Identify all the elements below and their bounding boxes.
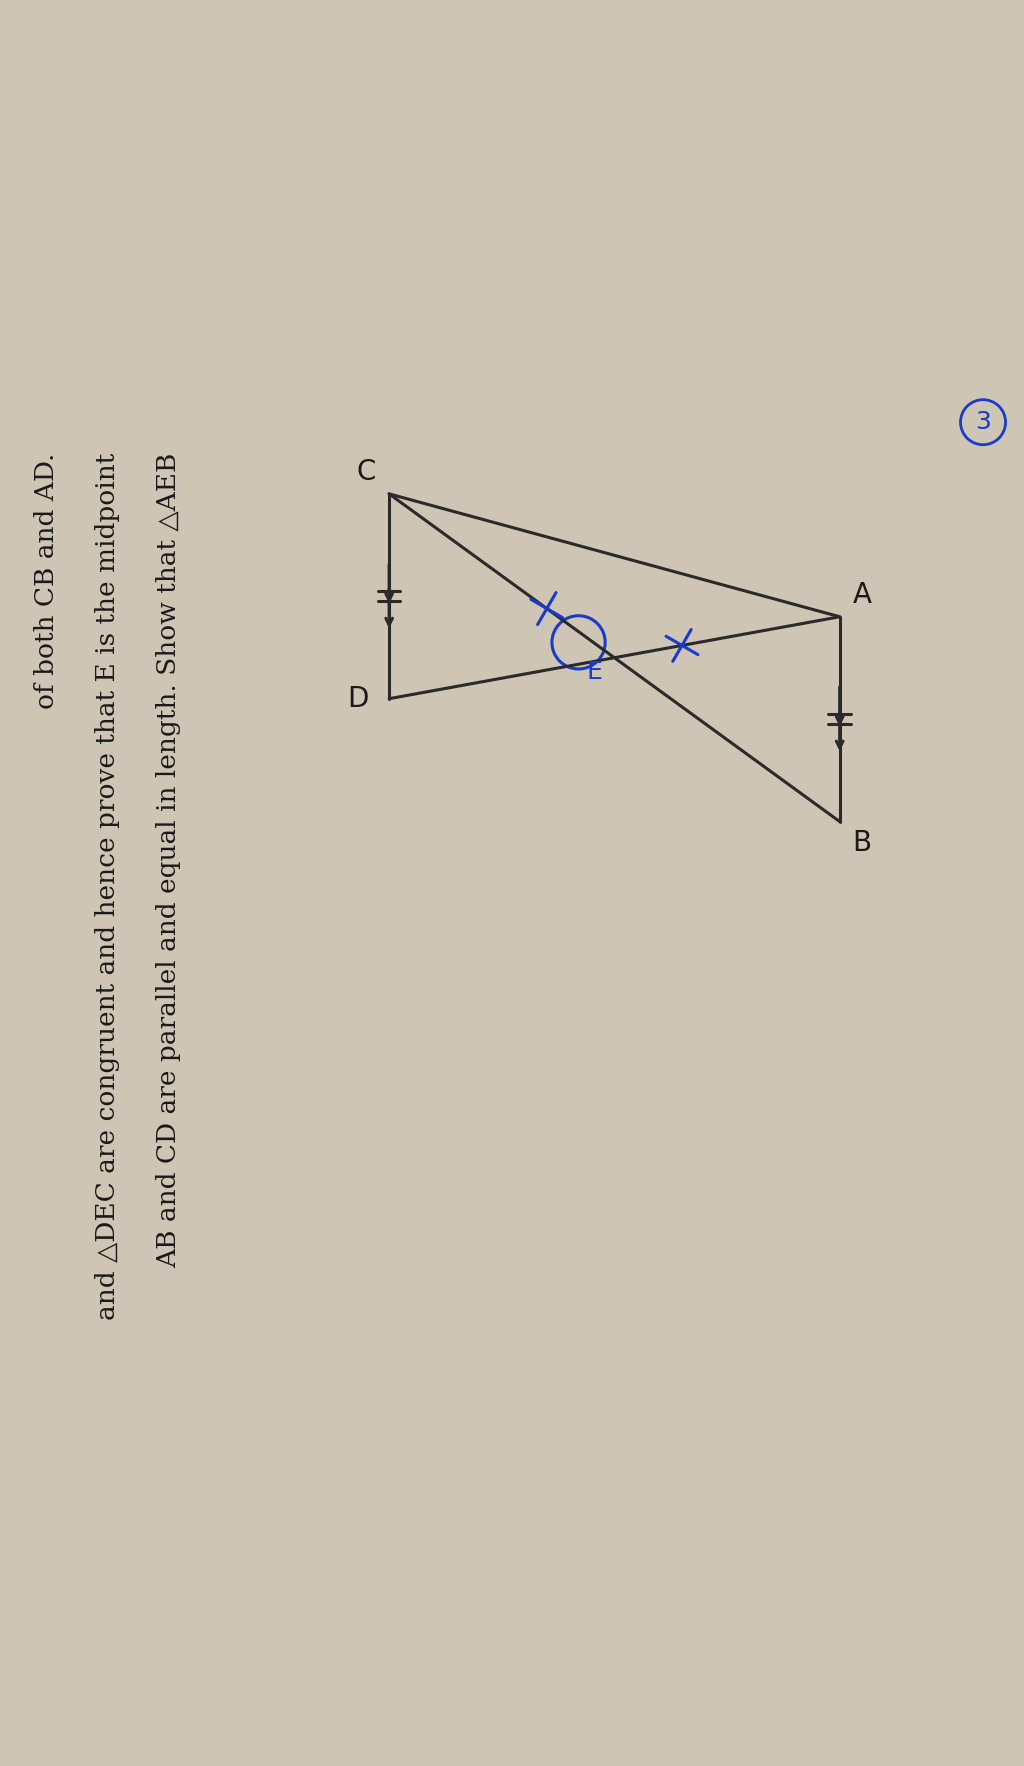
Text: AB and CD are parallel and equal in length. Show that △AEB: AB and CD are parallel and equal in leng… [157,452,181,1268]
Text: D: D [347,685,369,713]
Text: C: C [357,457,377,486]
Text: of both CB and AD.: of both CB and AD. [34,452,58,710]
Text: E: E [586,660,602,683]
Text: A: A [852,581,871,609]
Text: B: B [852,830,871,857]
Text: and △DEC are congruent and hence prove that E is the midpoint: and △DEC are congruent and hence prove t… [95,452,120,1321]
Text: 3: 3 [975,410,991,434]
